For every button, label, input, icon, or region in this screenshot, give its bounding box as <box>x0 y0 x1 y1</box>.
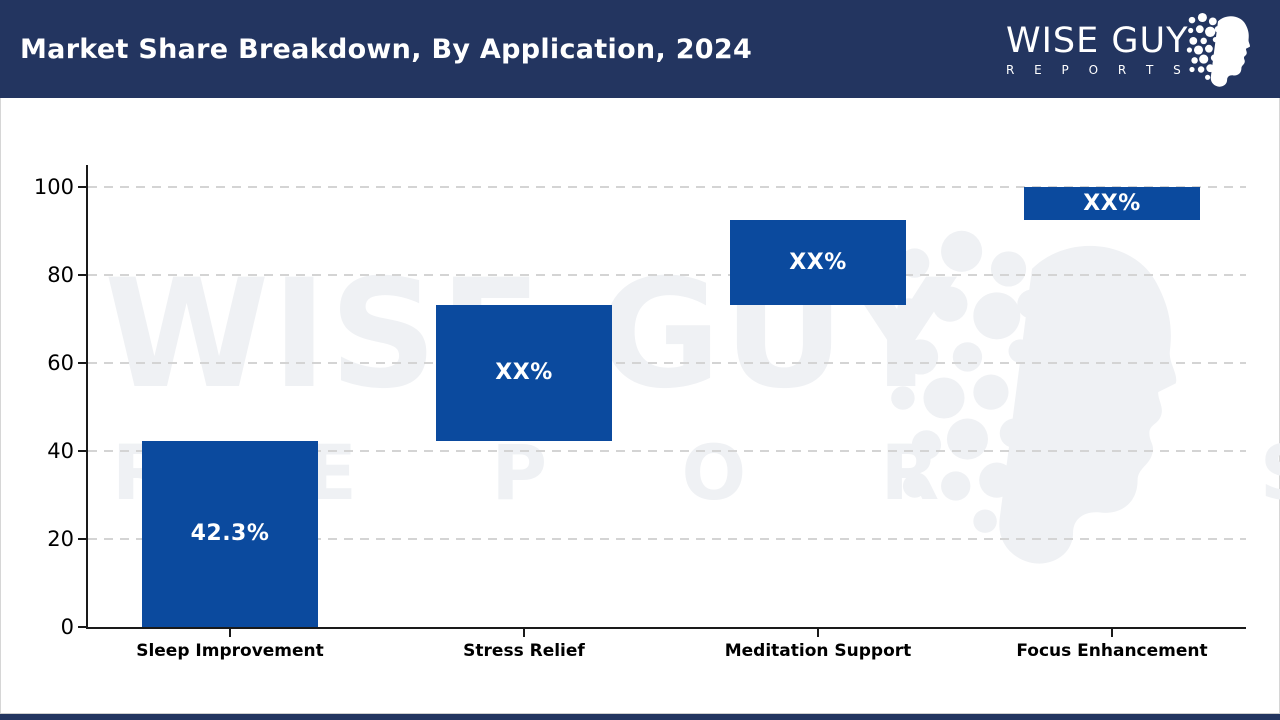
x-tick-1 <box>523 629 525 637</box>
x-tick-label-2: Meditation Support <box>724 641 912 661</box>
y-tick-0 <box>78 626 86 628</box>
logo-text: WISE GUY R E P O R T S <box>1006 20 1189 77</box>
x-axis-line <box>86 627 1246 629</box>
header-bar: Market Share Breakdown, By Application, … <box>0 0 1280 98</box>
y-tick-80 <box>78 274 86 276</box>
y-tick-20 <box>78 538 86 540</box>
logo-wordmark: WISE GUY <box>1006 20 1189 61</box>
gridline-60 <box>88 362 1246 364</box>
x-tick-label-0: Sleep Improvement <box>136 641 324 661</box>
bar-focus-enhancement: XX% <box>1024 187 1200 220</box>
x-tick-0 <box>229 629 231 637</box>
x-tick-label-1: Stress Relief <box>463 641 585 661</box>
bar-value-label: 42.3% <box>190 521 270 547</box>
y-tick-label-80: 80 <box>47 263 74 287</box>
y-tick-label-60: 60 <box>47 351 74 375</box>
x-tick-2 <box>817 629 819 637</box>
x-tick-label-3: Focus Enhancement <box>1016 641 1208 661</box>
y-tick-label-40: 40 <box>47 439 74 463</box>
gridline-20 <box>88 538 1246 540</box>
gridline-100 <box>88 186 1246 188</box>
bar-value-label: XX% <box>495 360 553 386</box>
gridline-80 <box>88 274 1246 276</box>
bar-value-label: XX% <box>1083 191 1141 216</box>
bar-stress-relief: XX% <box>436 304 612 441</box>
y-tick-label-0: 0 <box>60 615 74 639</box>
bar-meditation-support: XX% <box>730 220 906 305</box>
logo-subtext: R E P O R T S <box>1006 62 1189 77</box>
gridline-40 <box>88 450 1246 452</box>
y-tick-100 <box>78 186 86 188</box>
y-tick-label-100: 100 <box>33 175 74 199</box>
watermark-head-profile <box>891 230 1177 564</box>
bar-value-label: XX% <box>789 249 847 275</box>
head-profile-icon <box>1186 12 1250 87</box>
y-tick-40 <box>78 450 86 452</box>
chart-canvas: WISE GUY R E P O R T S 0 20 40 60 80 100 Sleep… <box>0 98 1280 714</box>
footer-bar <box>0 713 1280 720</box>
y-tick-label-20: 20 <box>47 527 74 551</box>
y-axis-line <box>86 165 88 629</box>
y-tick-60 <box>78 362 86 364</box>
wise-guy-reports-logo: WISE GUY R E P O R T S <box>1006 8 1264 92</box>
page-title: Market Share Breakdown, By Application, … <box>20 33 753 65</box>
bar-sleep-improvement: 42.3% <box>142 440 318 627</box>
page-border-left <box>0 98 1 714</box>
x-tick-3 <box>1111 629 1113 637</box>
